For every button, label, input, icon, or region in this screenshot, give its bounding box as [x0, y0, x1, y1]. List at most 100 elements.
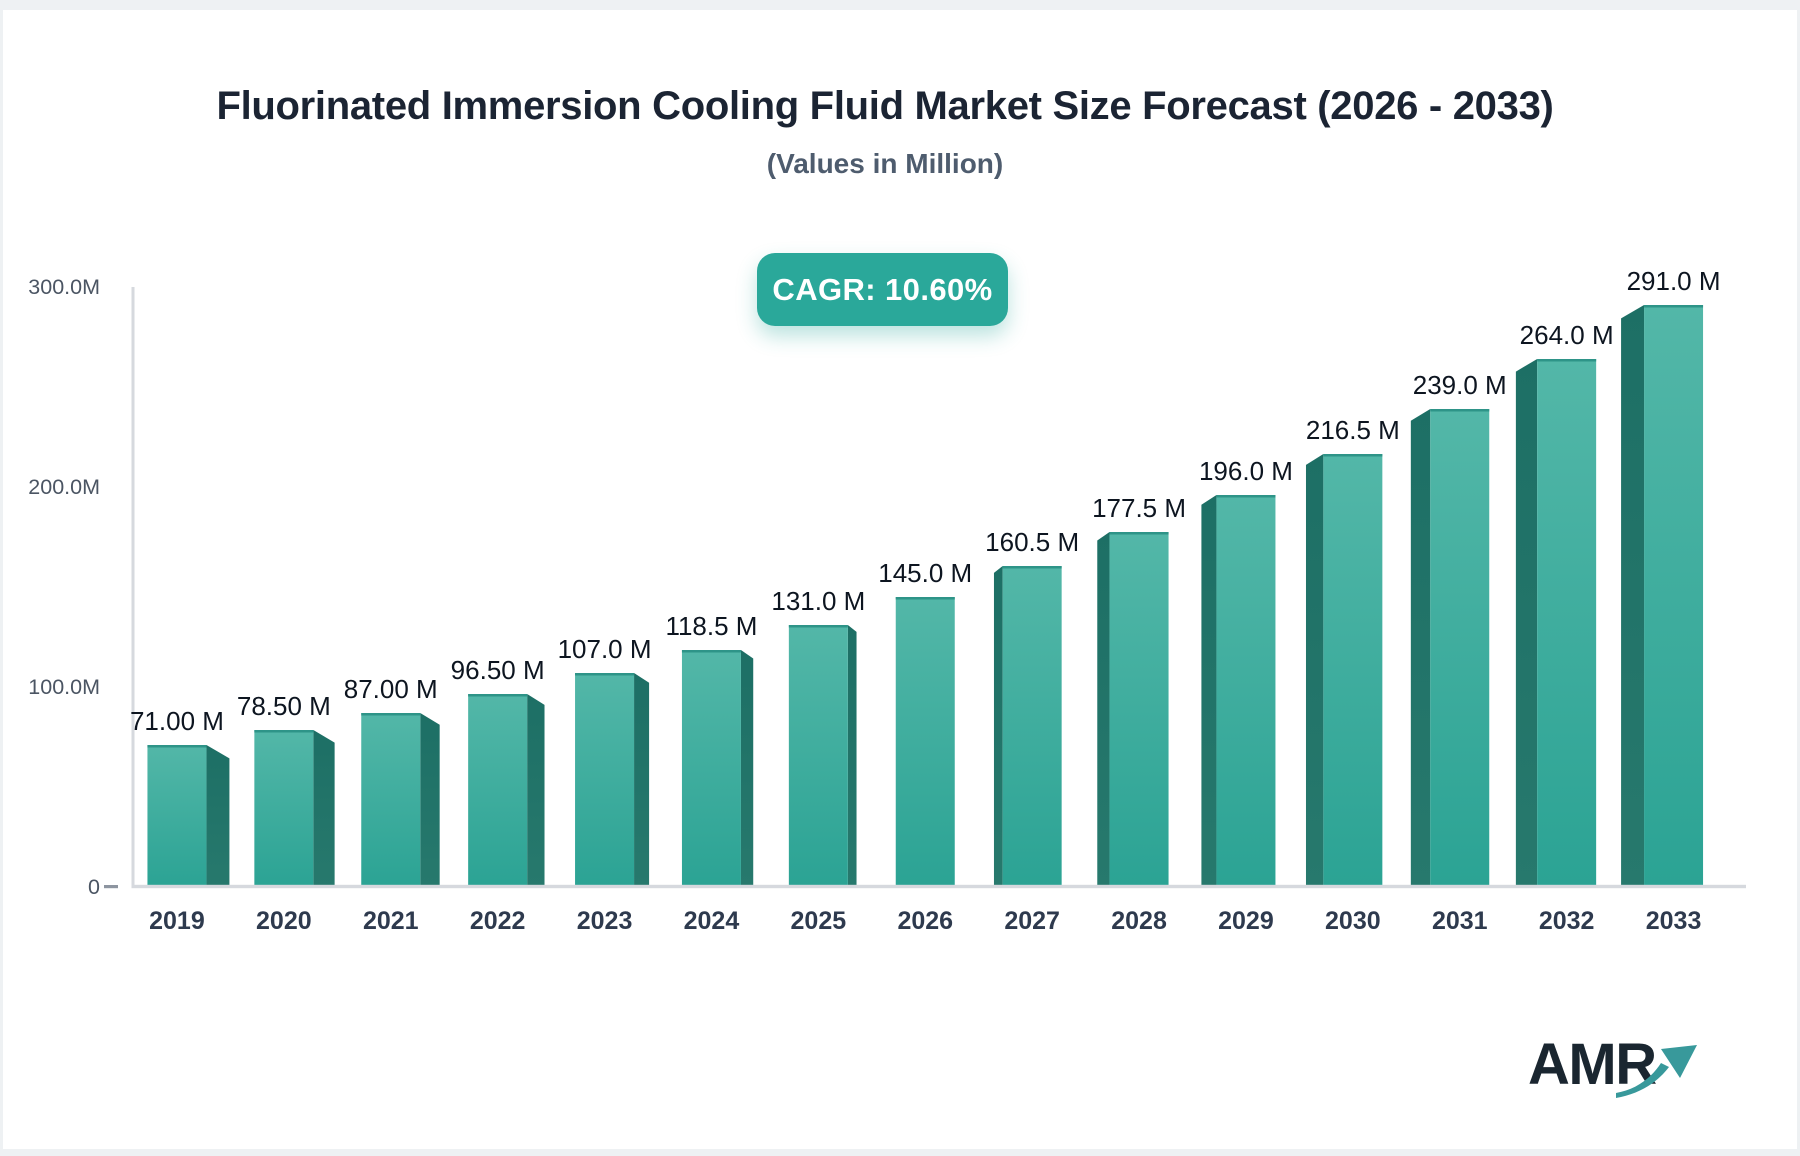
bar-group-2026: 145.0 M 2026 [878, 558, 972, 935]
bar [575, 673, 635, 887]
bar-value-label: 71.00 M [130, 706, 224, 736]
bar [1002, 566, 1062, 887]
bar-value-label: 239.0 M [1413, 370, 1507, 400]
bar-top-edge [1430, 409, 1490, 412]
bar [147, 745, 207, 887]
x-axis-label: 2026 [897, 907, 953, 935]
y-axis-line [131, 287, 135, 887]
bar-group-2022: 96.50 M 2022 [451, 655, 545, 935]
bar-value-label: 264.0 M [1520, 320, 1614, 350]
bar [1323, 454, 1383, 887]
chart-card [3, 10, 1797, 1149]
x-axis-label: 2027 [1004, 907, 1060, 935]
bar-top-edge [895, 597, 955, 600]
bar-value-label: 160.5 M [985, 527, 1079, 557]
x-axis-label: 2023 [577, 907, 633, 935]
bar-top-edge [254, 730, 314, 733]
x-axis-label: 2025 [791, 907, 847, 935]
bar-group-2029: 196.0 M 2029 [1199, 456, 1293, 935]
bar [1216, 495, 1276, 887]
amr-logo: AMR [1528, 1036, 1728, 1128]
bar-group-2023: 107.0 M 2023 [558, 634, 652, 935]
bar-side-face [847, 625, 857, 887]
bar-side-face [420, 713, 440, 887]
bar [1644, 305, 1704, 887]
bar-group-2032: 264.0 M 2032 [1515, 320, 1614, 935]
bar-value-label: 87.00 M [344, 674, 438, 704]
bar [1537, 359, 1597, 887]
bar-top-edge [147, 745, 207, 748]
x-axis-label: 2029 [1218, 907, 1274, 935]
bar-value-label: 196.0 M [1199, 456, 1293, 486]
x-axis-label: 2019 [149, 907, 205, 935]
bar-side-face [206, 745, 230, 887]
x-axis-label: 2032 [1539, 907, 1595, 935]
bar-top-edge [788, 625, 848, 628]
bar-group-2025: 131.0 M 2025 [771, 586, 865, 935]
y-axis-tick-label: 300.0M [28, 275, 100, 299]
bar-group-2033: 291.0 M 2033 [1621, 266, 1721, 935]
x-axis-label: 2028 [1111, 907, 1167, 935]
bar-side-face [993, 566, 1003, 887]
x-axis-label: 2033 [1646, 907, 1702, 935]
bar [895, 597, 955, 887]
bar [1109, 532, 1169, 887]
bar [1430, 409, 1490, 887]
bar-top-edge [681, 650, 741, 653]
bar-value-label: 107.0 M [558, 634, 652, 664]
bar-top-edge [1644, 305, 1704, 308]
bar-value-label: 131.0 M [771, 586, 865, 616]
bar-value-label: 96.50 M [451, 655, 545, 685]
bar-side-face [634, 673, 650, 887]
bar-side-face [1515, 359, 1538, 887]
bar-side-face [1621, 305, 1645, 887]
bar-side-face [313, 730, 335, 887]
x-axis-label: 2030 [1325, 907, 1381, 935]
chart-title: Fluorinated Immersion Cooling Fluid Mark… [216, 84, 1554, 128]
growth-arrow-icon [1616, 1045, 1697, 1098]
bar [468, 694, 528, 887]
chart-subtitle: (Values in Million) [766, 148, 1004, 179]
cagr-badge-label: CAGR: 10.60% [772, 271, 993, 307]
x-axis-label: 2020 [256, 907, 312, 935]
bar-group-2031: 239.0 M 2031 [1410, 370, 1507, 935]
bar-value-label: 118.5 M [665, 611, 757, 641]
bar-top-edge [1109, 532, 1169, 535]
bar-group-2019: 71.00 M 2019 [130, 706, 230, 935]
bar-group-2030: 216.5 M 2030 [1306, 415, 1400, 935]
bar-top-edge [1216, 495, 1276, 498]
bar-group-2020: 78.50 M 2020 [237, 691, 335, 935]
bar-value-label: 78.50 M [237, 691, 331, 721]
bar-value-label: 291.0 M [1627, 266, 1721, 296]
bar-group-2027: 160.5 M 2027 [985, 527, 1079, 935]
bar [254, 730, 314, 887]
bar [681, 650, 741, 887]
bar-side-face [1097, 532, 1110, 887]
bar-value-label: 216.5 M [1306, 415, 1400, 445]
bar-side-face [1201, 495, 1217, 887]
bar-top-edge [1002, 566, 1062, 569]
bar-top-edge [575, 673, 635, 676]
x-axis-label: 2024 [684, 907, 740, 935]
bar-side-face [1410, 409, 1431, 887]
x-axis-line [131, 884, 1746, 889]
bar [361, 713, 421, 887]
bar-value-label: 177.5 M [1092, 493, 1186, 523]
bar-side-face [527, 694, 545, 887]
bar-top-edge [468, 694, 528, 697]
bar [788, 625, 848, 887]
y-axis-tick-label: 200.0M [28, 475, 100, 499]
bar-group-2028: 177.5 M 2028 [1092, 493, 1186, 935]
bar-group-2021: 87.00 M 2021 [344, 674, 440, 935]
amr-logo-text: AMR [1528, 1032, 1657, 1097]
y-axis-zero-tick [104, 885, 118, 889]
bar-value-label: 145.0 M [878, 558, 972, 588]
bar-side-face [740, 650, 754, 887]
y-axis-tick-label: 0 [88, 875, 100, 899]
x-axis-label: 2022 [470, 907, 526, 935]
cagr-badge: CAGR: 10.60% [757, 253, 1008, 326]
bar-top-edge [1323, 454, 1383, 457]
bar-side-face [1305, 454, 1324, 887]
bar-top-edge [361, 713, 421, 716]
